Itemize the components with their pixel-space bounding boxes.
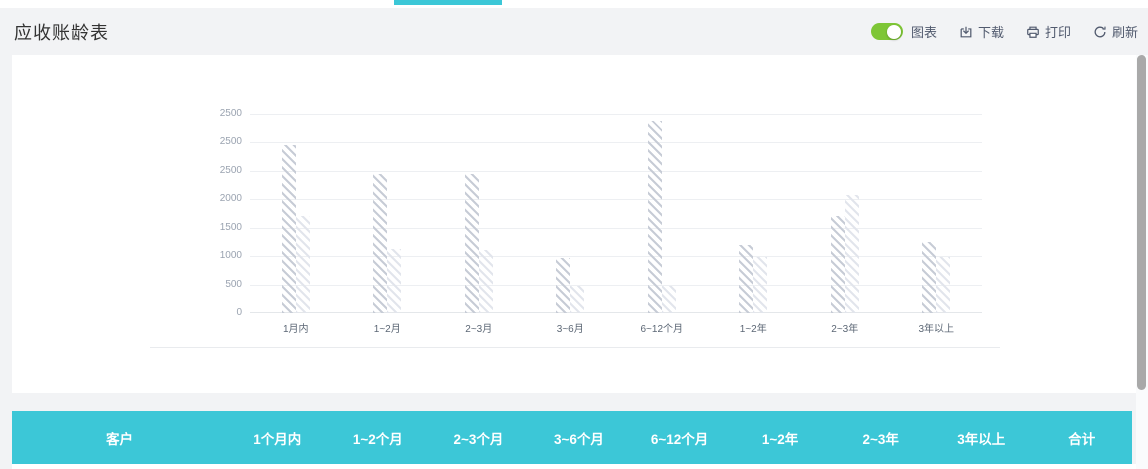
table-header-cell: 6~12个月 bbox=[650, 431, 709, 447]
bar bbox=[373, 174, 388, 313]
chart-toggle[interactable] bbox=[870, 23, 903, 40]
bar bbox=[570, 286, 585, 313]
y-axis-tick-label: 1500 bbox=[219, 221, 242, 233]
y-axis-tick-label: 1000 bbox=[219, 250, 242, 262]
report-card: 0 500 1000 1500 2000 2500 2500 2500 1月内 1~2月 2~3月 3… bbox=[12, 55, 1136, 393]
y-axis-tick-label: 500 bbox=[225, 278, 242, 290]
gridline bbox=[250, 170, 982, 172]
download-button[interactable]: 下载 bbox=[959, 22, 1004, 41]
bar bbox=[739, 245, 754, 313]
print-label: 打印 bbox=[1044, 25, 1071, 40]
toggle-knob bbox=[887, 24, 902, 39]
print-button[interactable]: 打印 bbox=[1026, 22, 1071, 41]
y-axis-tick-label: 2500 bbox=[219, 164, 242, 176]
x-axis-category-label: 2~3月 bbox=[465, 324, 493, 335]
table-header-cell: 1个月内 bbox=[253, 431, 302, 447]
bar bbox=[753, 257, 768, 313]
x-axis-category-label: 2~3年 bbox=[831, 324, 859, 335]
bar bbox=[478, 250, 493, 313]
table-header-cell: 2~3个月 bbox=[453, 431, 504, 447]
gridline bbox=[250, 227, 982, 229]
bar bbox=[295, 216, 310, 313]
bar bbox=[844, 195, 859, 313]
toolbar: 图表 下载 打印 bbox=[870, 22, 1138, 41]
page-title: 应收账龄表 bbox=[14, 22, 109, 43]
chart-plot: 0 500 1000 1500 2000 2500 2500 2500 1月内 1~2月 2~3月 3… bbox=[220, 108, 982, 335]
gridline bbox=[250, 114, 982, 115]
page-header: 应收账龄表 图表 下载 打印 bbox=[0, 8, 1148, 55]
top-strip bbox=[0, 0, 1148, 8]
x-axis-category-label: 1月内 bbox=[282, 324, 309, 335]
table-header-cell: 1~2个月 bbox=[352, 431, 403, 447]
bottom-strip bbox=[12, 464, 1136, 469]
print-icon bbox=[1026, 25, 1040, 39]
y-axis-tick-label: 2500 bbox=[219, 108, 242, 119]
chart-divider bbox=[150, 347, 1000, 348]
x-axis-category-label: 1~2月 bbox=[373, 324, 401, 335]
chart-toggle-group: 图表 bbox=[870, 22, 937, 41]
bar bbox=[556, 258, 571, 313]
gridline bbox=[250, 312, 982, 313]
download-icon bbox=[959, 25, 973, 39]
table-header-cell: 3年以上 bbox=[957, 431, 1006, 447]
gridline bbox=[250, 142, 982, 144]
table-header-cell: 3~6个月 bbox=[554, 431, 604, 447]
chart-toggle-label: 图表 bbox=[910, 25, 937, 40]
bar bbox=[387, 249, 402, 313]
bar bbox=[661, 286, 676, 313]
table-header-cell: 1~2年 bbox=[761, 431, 799, 447]
bar bbox=[830, 216, 845, 313]
bar bbox=[922, 242, 937, 313]
table-header-cell: 合计 bbox=[1068, 431, 1096, 447]
scrollbar-thumb[interactable] bbox=[1137, 55, 1146, 390]
bar bbox=[281, 145, 296, 313]
scrollbar-track[interactable] bbox=[1136, 55, 1148, 469]
download-label: 下载 bbox=[977, 25, 1004, 40]
gridline bbox=[250, 199, 982, 201]
y-axis-tick-label: 2000 bbox=[219, 193, 242, 205]
bar bbox=[464, 174, 479, 313]
table-header-cell: 2~3年 bbox=[862, 431, 899, 447]
y-axis-tick-label: 2500 bbox=[219, 136, 242, 148]
refresh-button[interactable]: 刷新 bbox=[1093, 22, 1138, 41]
active-tab-indicator[interactable] bbox=[394, 0, 502, 5]
aging-table-header: 客户 1个月内 1~2个月 2~3个月 3~6个月 6~12个月 1~2年 2~3年 3年以上 合… bbox=[12, 411, 1132, 464]
x-axis-category-label: 3~6月 bbox=[556, 324, 584, 335]
bar bbox=[936, 257, 951, 313]
gridline bbox=[250, 256, 982, 258]
x-axis-category-label: 6~12个月 bbox=[640, 324, 684, 335]
table-header-cell: 客户 bbox=[106, 431, 133, 447]
bar bbox=[647, 121, 662, 313]
x-axis-category-label: 1~2年 bbox=[739, 324, 767, 335]
gridline bbox=[250, 284, 982, 286]
x-axis-category-label: 3年以上 bbox=[918, 324, 955, 335]
y-axis-tick-label: 0 bbox=[236, 307, 242, 318]
refresh-icon bbox=[1093, 25, 1107, 39]
refresh-label: 刷新 bbox=[1111, 25, 1138, 40]
